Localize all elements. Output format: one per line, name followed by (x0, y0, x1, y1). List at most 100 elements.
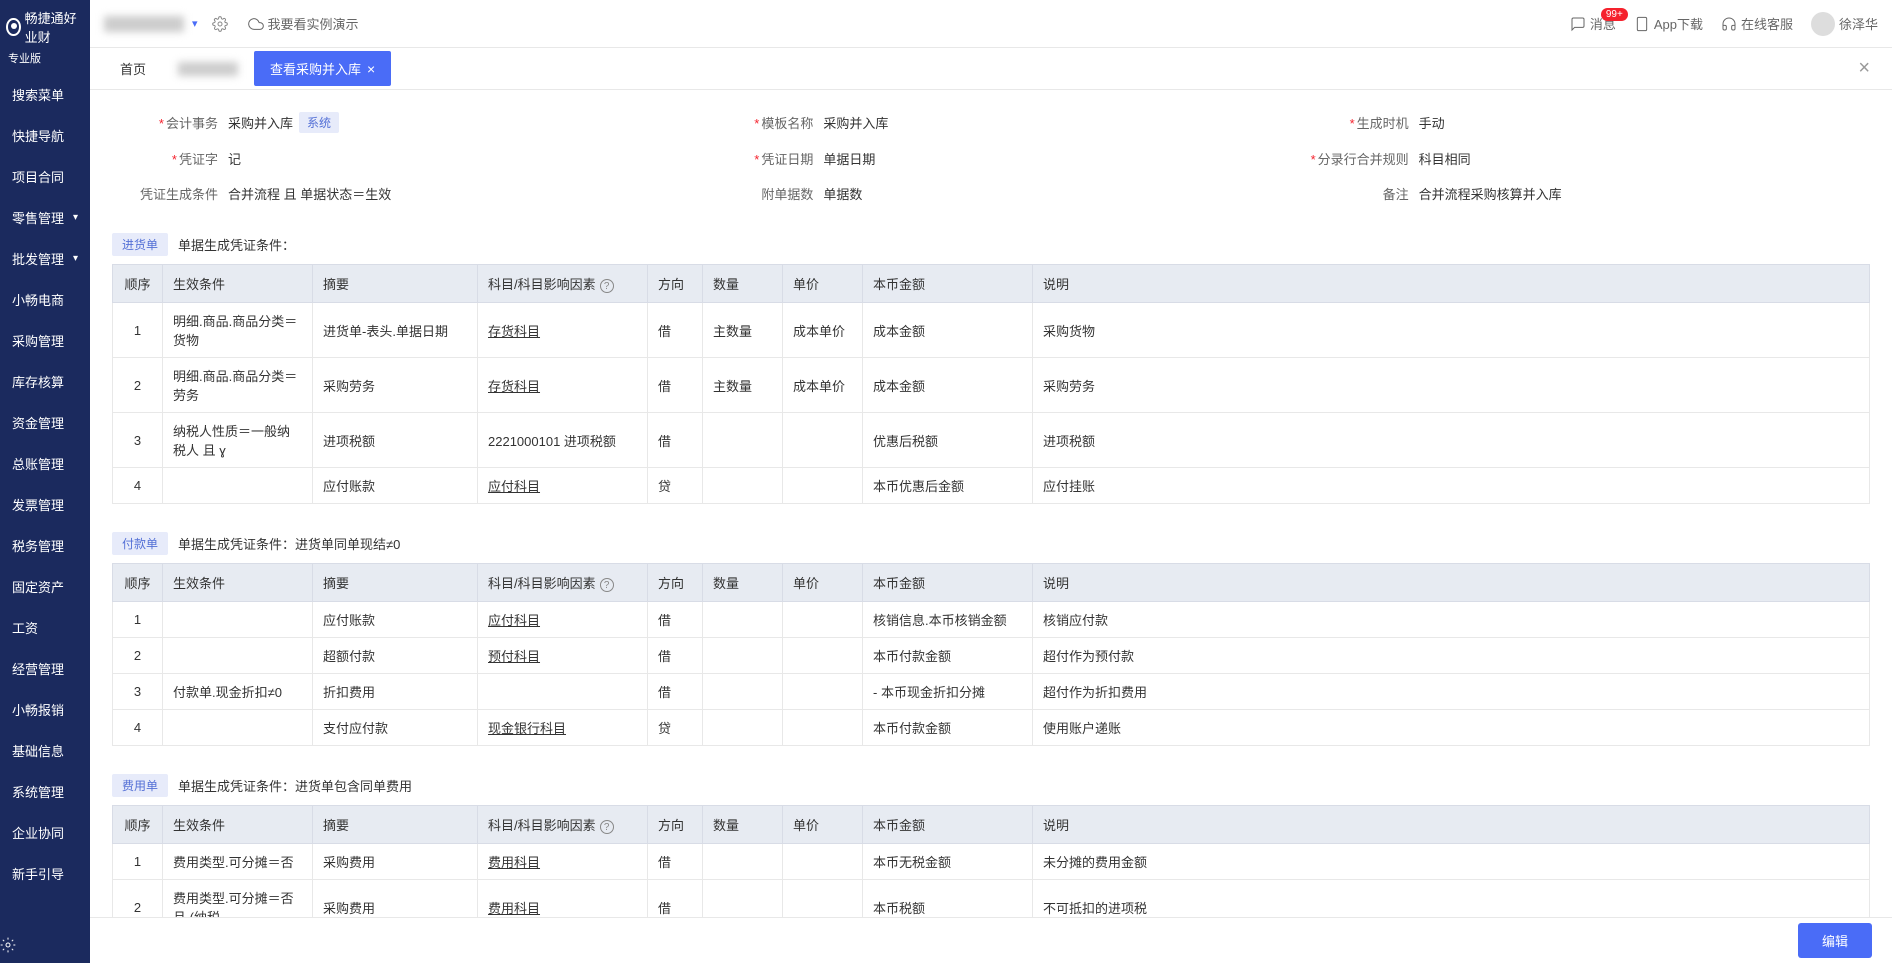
table-block: 费用单单据生成凭证条件：进货单包含同单费用顺序生效条件摘要科目/科目影响因素?方… (90, 758, 1892, 917)
sidebar-item-3[interactable]: 零售管理▾ (0, 197, 90, 238)
messages-button[interactable]: 消息 99+ (1570, 14, 1616, 33)
sidebar-item-4[interactable]: 批发管理▾ (0, 238, 90, 279)
sidebar-item-14[interactable]: 经营管理 (0, 648, 90, 689)
subject-link[interactable]: 存货科目 (488, 379, 540, 394)
data-table: 顺序生效条件摘要科目/科目影响因素?方向数量单价本币金额说明1明细.商品.商品分… (112, 264, 1870, 504)
sidebar-item-6[interactable]: 采购管理 (0, 320, 90, 361)
headset-icon (1721, 16, 1737, 32)
subject-link[interactable]: 存货科目 (488, 324, 540, 339)
remark-label: 备注 (1309, 184, 1419, 203)
attach-label: 附单据数 (713, 184, 823, 203)
form-section: 会计事务 采购并入库 系统 模板名称 采购并入库 生成时机 手动 凭证字 记 (90, 90, 1892, 217)
tpl-label: 模板名称 (713, 113, 823, 132)
subject-link[interactable]: 应付科目 (488, 479, 540, 494)
user-menu[interactable]: 徐泽华 (1811, 12, 1878, 36)
sidebar-item-9[interactable]: 总账管理 (0, 443, 90, 484)
data-table: 顺序生效条件摘要科目/科目影响因素?方向数量单价本币金额说明1应付账款应付科目借… (112, 563, 1870, 746)
close-icon[interactable]: × (367, 61, 375, 77)
brand-logo: 畅捷通好业财 (0, 0, 90, 50)
sidebar-item-2[interactable]: 项目合同 (0, 156, 90, 197)
sidebar-item-13[interactable]: 工资 (0, 607, 90, 648)
table-row: 2费用类型.可分摊＝否 且 (纳税采购费用费用科目借本币税额不可抵扣的进项税 (113, 880, 1870, 918)
tab-home[interactable]: 首页 (104, 51, 162, 86)
sidebar-item-10[interactable]: 发票管理 (0, 484, 90, 525)
brand-edition: 专业版 (0, 50, 90, 74)
message-icon (1570, 16, 1586, 32)
section-tag: 费用单 (112, 774, 168, 797)
subject-link[interactable]: 应付科目 (488, 613, 540, 628)
table-block: 付款单单据生成凭证条件：进货单同单现结≠0顺序生效条件摘要科目/科目影响因素?方… (90, 516, 1892, 758)
gen-label: 生成时机 (1309, 113, 1419, 132)
sidebar-item-11[interactable]: 税务管理 (0, 525, 90, 566)
acct-value: 采购并入库 (228, 113, 293, 132)
content-area: 会计事务 采购并入库 系统 模板名称 采购并入库 生成时机 手动 凭证字 记 (90, 90, 1892, 917)
sidebar-item-18[interactable]: 企业协同 (0, 812, 90, 853)
remark-value: 合并流程采购核算并入库 (1419, 184, 1562, 203)
info-icon[interactable]: ? (600, 578, 614, 592)
merge-value: 科目相同 (1419, 149, 1471, 168)
sidebar-item-8[interactable]: 资金管理 (0, 402, 90, 443)
demo-link[interactable]: 我要看实例演示 (248, 14, 359, 33)
sidebar-menu: 搜索菜单快捷导航项目合同零售管理▾批发管理▾小畅电商采购管理库存核算资金管理总账… (0, 74, 90, 927)
org-settings-icon[interactable] (212, 16, 228, 32)
cond-value: 合并流程 且 单据状态＝生效 (228, 184, 391, 203)
sidebar-settings[interactable] (0, 927, 90, 963)
sidebar-item-19[interactable]: 新手引导 (0, 853, 90, 894)
merge-label: 分录行合并规则 (1309, 149, 1419, 168)
section-title: 单据生成凭证条件： (178, 235, 295, 254)
gear-icon (0, 937, 16, 953)
table-row: 1明细.商品.商品分类＝货物进货单-表头.单据日期存货科目借主数量成本单价成本金… (113, 303, 1870, 358)
section-tag: 付款单 (112, 532, 168, 555)
service-button[interactable]: 在线客服 (1721, 14, 1793, 33)
table-row: 3付款单.现金折扣≠0折扣费用借- 本币现金折扣分摊超付作为折扣费用 (113, 674, 1870, 710)
sidebar-item-17[interactable]: 系统管理 (0, 771, 90, 812)
sidebar-item-12[interactable]: 固定资产 (0, 566, 90, 607)
demo-label: 我要看实例演示 (268, 14, 359, 33)
acct-tag: 系统 (299, 112, 339, 133)
table-row: 3纳税人性质＝一般纳税人 且 ɣ进项税额2221000101 进项税额借优惠后税… (113, 413, 1870, 468)
subject-link[interactable]: 费用科目 (488, 855, 540, 870)
subject-link[interactable]: 现金银行科目 (488, 721, 566, 736)
cloud-icon (248, 16, 264, 32)
subject-link[interactable]: 费用科目 (488, 901, 540, 916)
table-row: 2超额付款预付科目借本币付款金额超付作为预付款 (113, 638, 1870, 674)
info-icon[interactable]: ? (600, 279, 614, 293)
brand-name: 畅捷通好业财 (25, 8, 84, 46)
vch-value: 记 (228, 149, 241, 168)
sidebar-item-0[interactable]: 搜索菜单 (0, 74, 90, 115)
sidebar-item-16[interactable]: 基础信息 (0, 730, 90, 771)
tpl-value: 采购并入库 (823, 113, 888, 132)
data-table: 顺序生效条件摘要科目/科目影响因素?方向数量单价本币金额说明1费用类型.可分摊＝… (112, 805, 1870, 917)
table-row: 4支付应付款现金银行科目贷本币付款金额使用账户递账 (113, 710, 1870, 746)
cond-label: 凭证生成条件 (118, 184, 228, 203)
org-selector[interactable]: ▾ (104, 16, 198, 32)
user-name: 徐泽华 (1839, 14, 1878, 33)
sidebar: 畅捷通好业财 专业版 搜索菜单快捷导航项目合同零售管理▾批发管理▾小畅电商采购管… (0, 0, 90, 963)
header: ▾ 我要看实例演示 消息 99+ App下载 (90, 0, 1892, 48)
sidebar-item-5[interactable]: 小畅电商 (0, 279, 90, 320)
section-tag: 进货单 (112, 233, 168, 256)
info-icon[interactable]: ? (600, 820, 614, 834)
table-row: 1应付账款应付科目借核销信息.本币核销金额核销应付款 (113, 602, 1870, 638)
tab-hidden[interactable] (162, 54, 254, 84)
phone-icon (1634, 16, 1650, 32)
tabs-bar: 首页 查看采购并入库 × × (90, 48, 1892, 90)
vch-label: 凭证字 (118, 149, 228, 168)
acct-label: 会计事务 (118, 113, 228, 132)
download-button[interactable]: App下载 (1634, 14, 1703, 33)
sidebar-item-15[interactable]: 小畅报销 (0, 689, 90, 730)
sidebar-item-1[interactable]: 快捷导航 (0, 115, 90, 156)
table-block: 进货单单据生成凭证条件： 顺序生效条件摘要科目/科目影响因素?方向数量单价本币金额… (90, 217, 1892, 516)
edit-button[interactable]: 编辑 (1798, 923, 1872, 958)
tab-active[interactable]: 查看采购并入库 × (254, 51, 391, 86)
logo-icon (6, 18, 21, 36)
subject-link[interactable]: 预付科目 (488, 649, 540, 664)
table-row: 1费用类型.可分摊＝否采购费用费用科目借本币无税金额未分摊的费用金额 (113, 844, 1870, 880)
service-label: 在线客服 (1741, 14, 1793, 33)
tab-active-label: 查看采购并入库 (270, 59, 361, 78)
vdate-value: 单据日期 (823, 149, 875, 168)
sidebar-item-7[interactable]: 库存核算 (0, 361, 90, 402)
close-all-tabs[interactable]: × (1850, 57, 1878, 80)
table-row: 2明细.商品.商品分类＝劳务采购劳务存货科目借主数量成本单价成本金额采购劳务 (113, 358, 1870, 413)
section-title: 单据生成凭证条件：进货单包含同单费用 (178, 776, 412, 795)
